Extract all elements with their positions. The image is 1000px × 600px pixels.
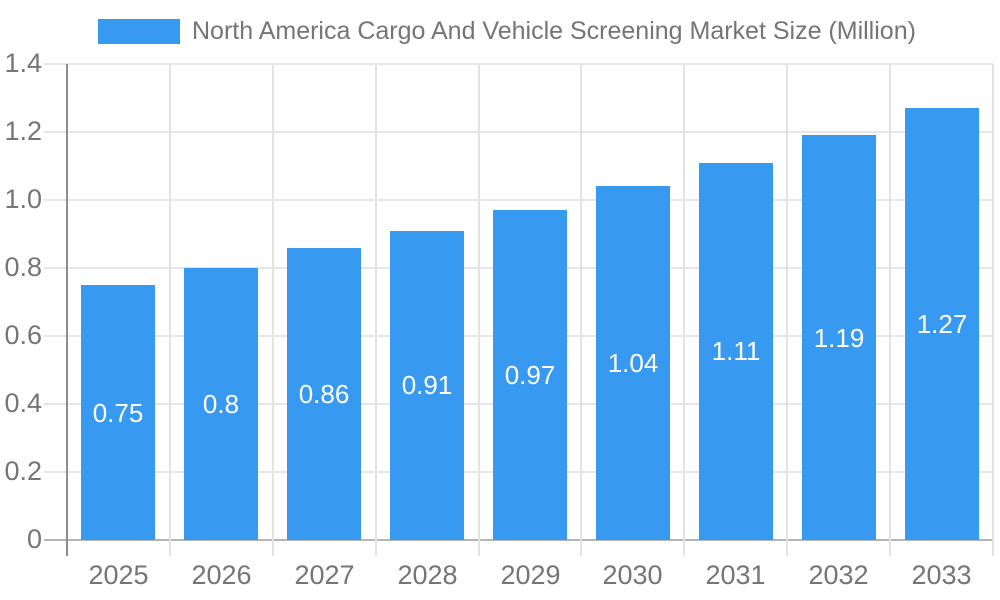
gridline bbox=[44, 131, 993, 133]
bar: 0.97 bbox=[493, 210, 567, 540]
x-tick-label: 2032 bbox=[808, 560, 869, 590]
bar-value-label: 0.86 bbox=[298, 378, 350, 409]
x-tick-label: 2026 bbox=[191, 560, 252, 590]
x-tick-label: 2027 bbox=[294, 560, 355, 590]
bar-value-label: 1.27 bbox=[916, 309, 968, 340]
y-tick-label: 0.4 bbox=[4, 388, 42, 418]
category-tick bbox=[992, 64, 994, 556]
bar: 0.75 bbox=[81, 285, 155, 540]
bar: 1.04 bbox=[596, 186, 670, 540]
bar: 0.91 bbox=[390, 230, 464, 540]
category-tick bbox=[683, 64, 686, 556]
x-tick-label: 2030 bbox=[602, 560, 663, 590]
bar-value-label: 1.19 bbox=[813, 322, 865, 353]
category-tick bbox=[168, 64, 171, 556]
y-tick-label: 1.2 bbox=[4, 116, 42, 146]
x-tick-label: 2029 bbox=[500, 560, 561, 590]
y-axis-line bbox=[66, 64, 68, 556]
y-tick-label: 0.2 bbox=[4, 456, 42, 486]
bar-value-label: 0.75 bbox=[92, 397, 144, 428]
bar: 0.86 bbox=[287, 247, 361, 540]
category-tick bbox=[374, 64, 377, 556]
y-tick-label: 1.4 bbox=[4, 48, 42, 78]
x-tick-label: 2033 bbox=[911, 560, 972, 590]
y-tick-label: 0.6 bbox=[4, 320, 42, 350]
category-tick bbox=[580, 64, 583, 556]
bar-value-label: 0.8 bbox=[202, 389, 240, 419]
bar: 0.8 bbox=[184, 268, 258, 540]
bar-value-label: 1.04 bbox=[607, 348, 659, 379]
gridline bbox=[44, 199, 993, 201]
bar: 1.19 bbox=[802, 135, 876, 540]
y-tick-label: 0 bbox=[26, 524, 42, 554]
chart-title: North America Cargo And Vehicle Screenin… bbox=[192, 17, 916, 45]
legend-swatch-icon bbox=[98, 19, 180, 44]
bar: 1.27 bbox=[905, 108, 979, 540]
x-tick-label: 2025 bbox=[88, 560, 149, 590]
x-tick-label: 2028 bbox=[397, 560, 458, 590]
bar-value-label: 0.97 bbox=[504, 360, 556, 391]
bar-value-label: 1.11 bbox=[711, 336, 761, 367]
category-tick bbox=[889, 64, 892, 556]
gridline bbox=[44, 539, 993, 541]
bar: 1.11 bbox=[699, 162, 773, 540]
x-tick-label: 2031 bbox=[705, 560, 766, 590]
category-tick bbox=[271, 64, 274, 556]
chart-legend[interactable]: North America Cargo And Vehicle Screenin… bbox=[98, 17, 916, 46]
category-tick bbox=[477, 64, 480, 556]
y-tick-label: 1.0 bbox=[4, 184, 42, 214]
bar-value-label: 0.91 bbox=[401, 370, 453, 401]
category-tick bbox=[786, 64, 789, 556]
gridline bbox=[44, 63, 993, 65]
y-tick-label: 0.8 bbox=[4, 252, 42, 282]
